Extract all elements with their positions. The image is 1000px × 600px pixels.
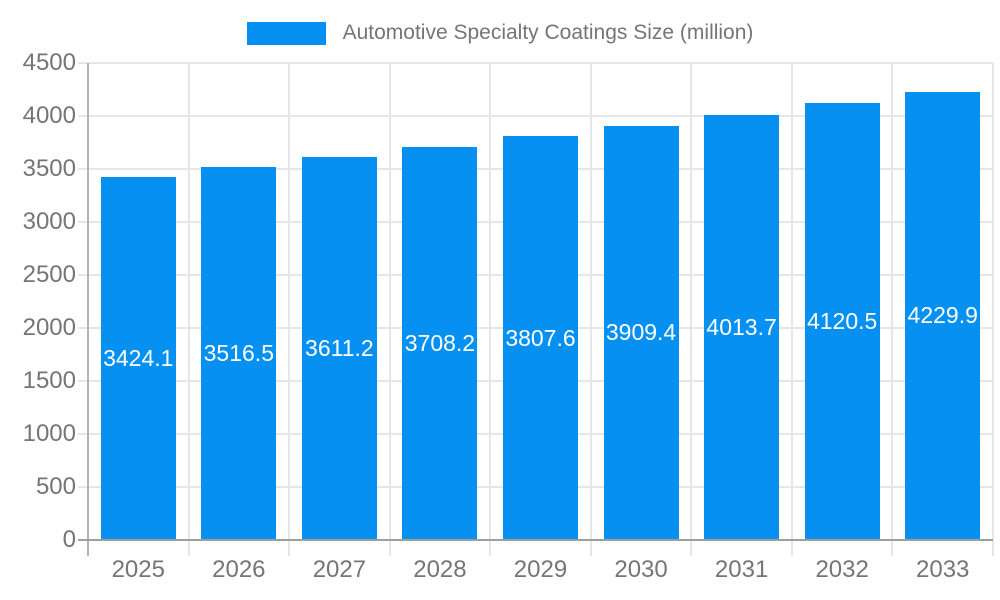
x-gridline: [992, 63, 994, 556]
x-gridline: [690, 63, 693, 556]
bar[interactable]: 3708.2: [402, 146, 478, 540]
bar[interactable]: 4120.5: [804, 103, 880, 540]
x-gridline: [790, 63, 793, 556]
bar[interactable]: 3807.6: [503, 136, 578, 540]
bar[interactable]: 3611.2: [301, 157, 377, 540]
y-axis-label: 2500: [22, 261, 76, 288]
bar-value-label: 4013.7: [706, 313, 777, 340]
y-axis-label: 4500: [22, 49, 76, 76]
x-axis-label: 2030: [614, 556, 668, 583]
x-gridline: [288, 63, 291, 556]
y-axis-line: [87, 63, 89, 556]
x-gridline: [589, 63, 592, 556]
y-axis-label: 3500: [22, 155, 76, 182]
x-gridline: [489, 63, 492, 556]
x-axis-label: 2026: [212, 556, 266, 583]
x-axis-label: 2027: [312, 556, 367, 583]
bar-value-label: 3516.5: [203, 340, 274, 367]
y-gridline: [78, 62, 993, 64]
x-axis-label: 2031: [714, 556, 769, 583]
bar-value-label: 3611.2: [305, 335, 374, 362]
y-axis-label: 1500: [22, 367, 76, 394]
x-axis-label: 2029: [513, 556, 568, 583]
x-axis-label: 2025: [111, 556, 165, 583]
y-axis-label: 0: [62, 526, 76, 553]
bar-value-label: 4229.9: [907, 302, 978, 329]
bar-value-label: 3424.1: [103, 345, 174, 371]
bar-value-label: 3909.4: [605, 319, 677, 346]
bar-value-label: 4120.5: [806, 308, 878, 335]
y-gridline: [78, 115, 993, 117]
y-axis-label: 4000: [22, 102, 76, 129]
legend-swatch: [246, 21, 326, 45]
bar[interactable]: 4013.7: [704, 114, 780, 540]
legend-label: Automotive Specialty Coatings Size (mill…: [342, 21, 754, 44]
bar-value-label: 3708.2: [404, 329, 476, 356]
x-gridline: [891, 63, 894, 556]
bar[interactable]: 4229.9: [905, 91, 981, 540]
x-axis-label: 2032: [815, 556, 869, 583]
bar[interactable]: 3424.1: [100, 177, 176, 540]
y-axis-label: 500: [35, 473, 76, 500]
chart-legend[interactable]: Automotive Specialty Coatings Size (mill…: [0, 14, 1000, 52]
y-axis-label: 3000: [22, 208, 76, 235]
bar[interactable]: 3516.5: [201, 167, 277, 540]
x-axis-label: 2028: [413, 556, 467, 583]
x-gridline: [388, 63, 391, 556]
y-axis-label: 2000: [22, 314, 76, 341]
y-axis-label: 1000: [22, 420, 76, 447]
x-axis-label: 2033: [916, 556, 970, 583]
x-gridline: [187, 63, 190, 556]
bar[interactable]: 3909.4: [603, 125, 679, 540]
bar-value-label: 3807.6: [505, 324, 576, 351]
x-axis-line: [78, 539, 993, 541]
